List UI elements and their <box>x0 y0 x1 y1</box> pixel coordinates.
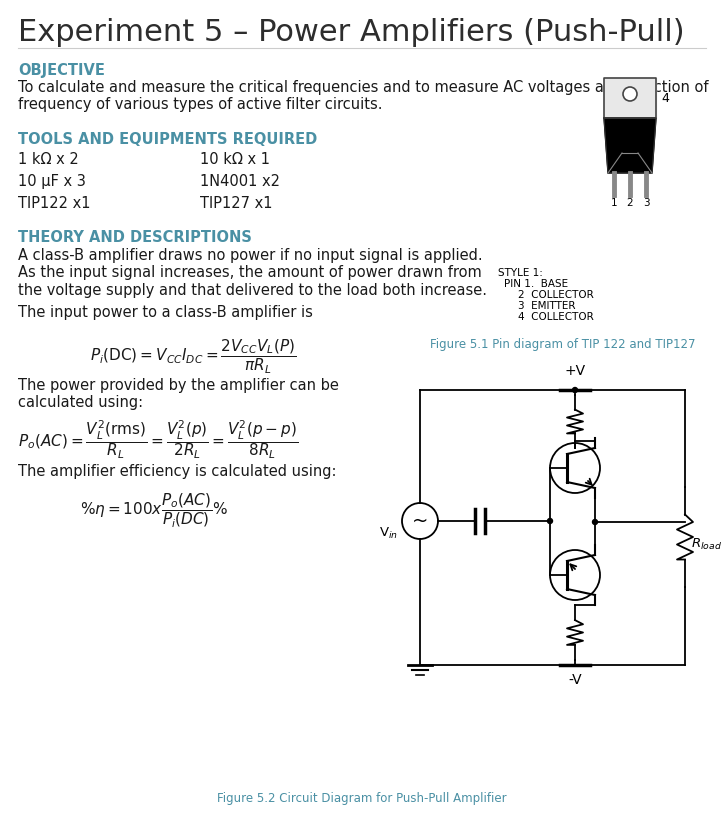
Text: 3: 3 <box>643 198 649 208</box>
Text: ~: ~ <box>412 511 428 531</box>
Text: $P_i(\mathrm{DC}) = V_{CC}I_{DC} = \dfrac{2V_{CC}V_L(P)}{\pi R_L}$: $P_i(\mathrm{DC}) = V_{CC}I_{DC} = \dfra… <box>90 338 296 376</box>
Text: 10 kΩ x 1: 10 kΩ x 1 <box>200 152 270 167</box>
Circle shape <box>547 519 552 523</box>
Text: The amplifier efficiency is calculated using:: The amplifier efficiency is calculated u… <box>18 464 337 479</box>
Text: THEORY AND DESCRIPTIONS: THEORY AND DESCRIPTIONS <box>18 230 252 245</box>
Polygon shape <box>604 78 656 118</box>
Text: PIN 1.  BASE: PIN 1. BASE <box>504 279 568 289</box>
Polygon shape <box>604 118 656 173</box>
Text: 1: 1 <box>610 198 618 208</box>
Text: +V: +V <box>565 364 586 378</box>
Text: TIP127 x1: TIP127 x1 <box>200 196 272 211</box>
Text: 4  COLLECTOR: 4 COLLECTOR <box>518 312 594 322</box>
Text: -V: -V <box>568 673 582 687</box>
Text: 2: 2 <box>627 198 634 208</box>
Circle shape <box>592 519 597 524</box>
Text: To calculate and measure the critical frequencies and to measure AC voltages as : To calculate and measure the critical fr… <box>18 80 709 112</box>
Text: 2  COLLECTOR: 2 COLLECTOR <box>518 290 594 300</box>
Text: $P_o(AC) = \dfrac{V_L^2(\mathrm{rms})}{R_L} = \dfrac{V_L^2(p)}{2R_L} = \dfrac{V_: $P_o(AC) = \dfrac{V_L^2(\mathrm{rms})}{R… <box>18 418 298 461</box>
Text: STYLE 1:: STYLE 1: <box>498 268 543 278</box>
Text: 10 μF x 3: 10 μF x 3 <box>18 174 86 189</box>
Text: TIP122 x1: TIP122 x1 <box>18 196 90 211</box>
Text: Figure 5.1 Pin diagram of TIP 122 and TIP127: Figure 5.1 Pin diagram of TIP 122 and TI… <box>430 338 696 351</box>
Text: 1 kΩ x 2: 1 kΩ x 2 <box>18 152 79 167</box>
Text: $\%\eta = 100x\dfrac{P_o(AC)}{P_i(DC)}\%$: $\%\eta = 100x\dfrac{P_o(AC)}{P_i(DC)}\%… <box>80 492 228 530</box>
Text: V$_{in}$: V$_{in}$ <box>379 526 398 541</box>
Circle shape <box>573 387 578 392</box>
Text: The power provided by the amplifier can be
calculated using:: The power provided by the amplifier can … <box>18 378 339 410</box>
Text: Figure 5.2 Circuit Diagram for Push-Pull Amplifier: Figure 5.2 Circuit Diagram for Push-Pull… <box>217 792 507 805</box>
Text: TOOLS AND EQUIPMENTS REQUIRED: TOOLS AND EQUIPMENTS REQUIRED <box>18 132 317 147</box>
Text: 1N4001 x2: 1N4001 x2 <box>200 174 280 189</box>
Text: A class-B amplifier draws no power if no input signal is applied.
As the input s: A class-B amplifier draws no power if no… <box>18 248 487 298</box>
Text: 4: 4 <box>661 91 669 104</box>
Text: OBJECTIVE: OBJECTIVE <box>18 63 105 78</box>
Text: The input power to a class-B amplifier is: The input power to a class-B amplifier i… <box>18 305 313 320</box>
Text: Experiment 5 – Power Amplifiers (Push-Pull): Experiment 5 – Power Amplifiers (Push-Pu… <box>18 18 685 47</box>
Text: $R_{load}$: $R_{load}$ <box>691 537 722 552</box>
Text: 3  EMITTER: 3 EMITTER <box>518 301 576 311</box>
Circle shape <box>623 87 637 101</box>
